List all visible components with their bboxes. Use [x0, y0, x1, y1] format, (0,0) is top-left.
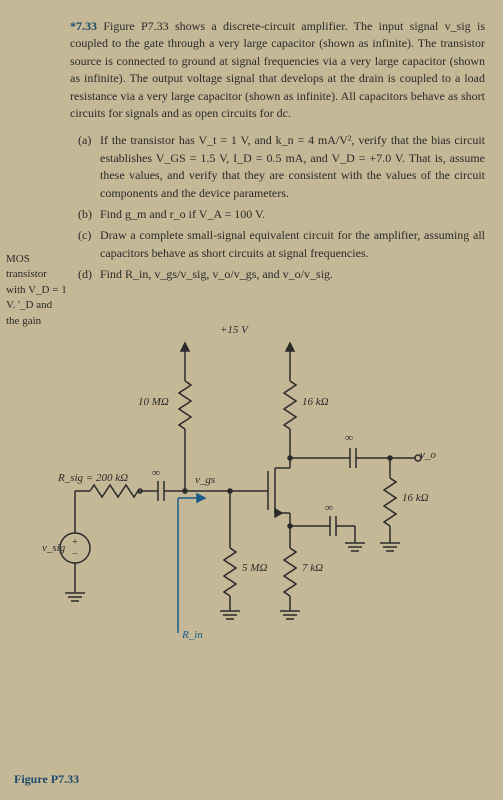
part-b: (b) Find g_m and r_o if V_A = 100 V. — [78, 206, 485, 223]
vgs-label: v_gs — [195, 473, 215, 489]
rsig-label: R_sig = 200 kΩ — [58, 471, 128, 487]
rl-label: 16 kΩ — [402, 491, 429, 507]
part-label: (c) — [78, 227, 100, 262]
inf2-label: ∞ — [325, 501, 333, 517]
inf1-label: ∞ — [345, 431, 353, 447]
circuit-diagram: + − +15 V 10 MΩ 16 kΩ ∞ 16 kΩ v_o ∞ 7 kΩ… — [20, 303, 440, 663]
supply-label: +15 V — [220, 323, 248, 339]
part-text: If the transistor has V_t = 1 V, and k_n… — [100, 132, 485, 202]
svg-text:−: − — [72, 549, 78, 560]
part-text: Find g_m and r_o if V_A = 100 V. — [100, 206, 485, 223]
r1-label: 10 MΩ — [138, 395, 169, 411]
figure-caption: Figure P7.33 — [14, 771, 79, 788]
r2-label: 5 MΩ — [242, 561, 267, 577]
rin-label: R_in — [182, 628, 203, 644]
part-label: (d) — [78, 266, 100, 283]
part-text: Draw a complete small-signal equivalent … — [100, 227, 485, 262]
parts-list: (a) If the transistor has V_t = 1 V, and… — [70, 132, 485, 283]
part-d: (d) Find R_in, v_gs/v_sig, v_o/v_gs, and… — [78, 266, 485, 283]
rd-label: 16 kΩ — [302, 395, 329, 411]
inf3-label: ∞ — [152, 466, 160, 482]
part-text: Find R_in, v_gs/v_sig, v_o/v_gs, and v_o… — [100, 266, 485, 283]
part-label: (a) — [78, 132, 100, 202]
part-c: (c) Draw a complete small-signal equival… — [78, 227, 485, 262]
part-label: (b) — [78, 206, 100, 223]
part-a: (a) If the transistor has V_t = 1 V, and… — [78, 132, 485, 202]
vsig-label: v_sig — [42, 541, 65, 557]
problem-number: *7.33 — [70, 19, 97, 33]
vo-label: v_o — [420, 448, 436, 464]
svg-text:+: + — [72, 537, 78, 548]
intro-text: Figure P7.33 shows a discrete-circuit am… — [70, 19, 485, 120]
rs-label: 7 kΩ — [302, 561, 323, 577]
problem-intro: *7.33 Figure P7.33 shows a discrete-circ… — [70, 18, 485, 122]
